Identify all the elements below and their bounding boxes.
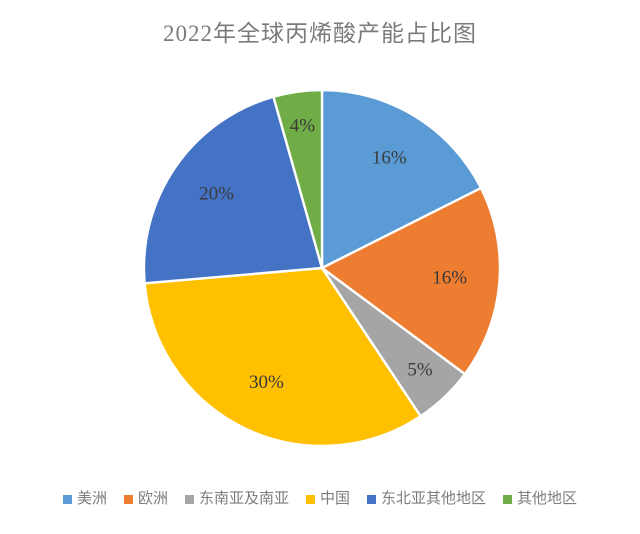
- pie-slice-label-0: 16%: [372, 147, 407, 168]
- pie-slice-label-5: 4%: [290, 115, 316, 136]
- legend-item-3[interactable]: 中国: [306, 492, 350, 507]
- pie-svg: 16% 16% 5% 30% 20% 4%: [142, 88, 502, 448]
- pie-slice-label-2: 5%: [407, 360, 433, 381]
- pie-slice-0[interactable]: [320, 88, 483, 270]
- legend-swatch-icon-3: [306, 495, 315, 504]
- chart-legend: 美洲 欧洲 东南亚及南亚 中国 东北亚其他地区 其他地区: [0, 492, 640, 507]
- legend-item-5[interactable]: 其他地区: [503, 492, 577, 507]
- legend-item-label-0: 美洲: [76, 491, 107, 507]
- pie-slice-label-3: 30%: [249, 372, 284, 393]
- legend-swatch-icon-5: [503, 495, 513, 504]
- legend-item-label-1: 欧洲: [137, 491, 168, 507]
- legend-item-0[interactable]: 美洲: [62, 491, 107, 507]
- pie-slice-label-1: 16%: [432, 267, 467, 288]
- pie-slice-4[interactable]: [142, 95, 324, 285]
- legend-item-label-3: 中国: [320, 491, 351, 507]
- legend-item-label-4: 东北亚其他地区: [381, 491, 487, 507]
- legend-item-4[interactable]: 东北亚其他地区: [367, 492, 486, 507]
- legend-swatch-icon-0: [62, 495, 72, 504]
- legend-item-2[interactable]: 东南亚及南亚: [184, 491, 289, 507]
- chart-title: 2022年全球丙烯酸产能占比图: [163, 21, 477, 46]
- pie-data-labels-group: 16% 16% 5% 30% 20% 4%: [199, 115, 467, 393]
- legend-swatch-icon-1: [123, 495, 133, 504]
- legend-swatch-icon-4: [367, 495, 377, 504]
- legend-item-label-2: 东南亚及南亚: [198, 491, 289, 507]
- pie-slice-5[interactable]: [272, 88, 324, 270]
- pie-slice-label-4: 20%: [199, 184, 234, 205]
- legend-item-1[interactable]: 欧洲: [123, 491, 168, 507]
- pie-slices-group: [142, 88, 502, 448]
- legend-swatch-icon-2: [184, 495, 194, 504]
- pie-plot-area: 16% 16% 5% 30% 20% 4%: [0, 78, 640, 468]
- pie-slice-1[interactable]: [320, 186, 502, 376]
- legend-item-label-5: 其他地区: [517, 491, 578, 507]
- pie-slice-3[interactable]: [143, 266, 422, 448]
